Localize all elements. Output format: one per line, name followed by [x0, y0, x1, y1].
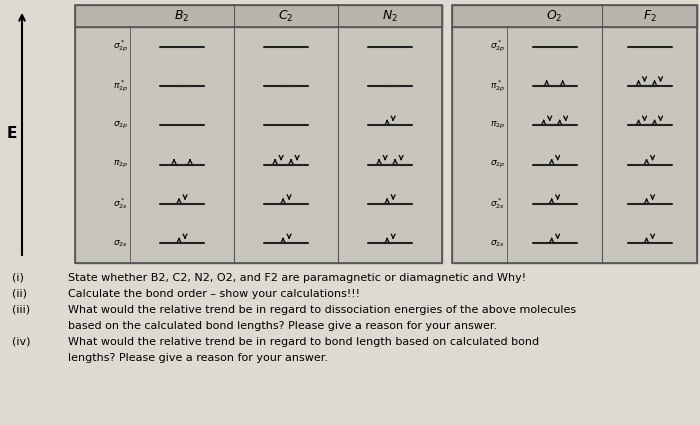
Text: $O_2$: $O_2$: [547, 8, 563, 23]
Text: (iv): (iv): [12, 337, 31, 347]
Text: $\pi_{2p}^*$: $\pi_{2p}^*$: [113, 78, 128, 94]
Text: $\sigma_{2p}^*$: $\sigma_{2p}^*$: [113, 39, 128, 54]
Text: $F_2$: $F_2$: [643, 8, 657, 23]
Text: E: E: [7, 127, 18, 142]
Text: $\pi_{2p}$: $\pi_{2p}$: [490, 120, 505, 131]
Text: State whether B2, C2, N2, O2, and F2 are paramagnetic or diamagnetic and Why!: State whether B2, C2, N2, O2, and F2 are…: [68, 273, 526, 283]
Text: $\pi_{2p}$: $\pi_{2p}$: [113, 159, 128, 170]
Text: $\pi_{2p}^*$: $\pi_{2p}^*$: [490, 78, 505, 94]
Text: (i): (i): [12, 273, 24, 283]
Bar: [75, 5, 442, 27]
Text: $\sigma_{2s}^*$: $\sigma_{2s}^*$: [113, 196, 128, 212]
Text: $\sigma_{2s}$: $\sigma_{2s}$: [490, 238, 505, 249]
Text: (iii): (iii): [12, 305, 30, 315]
Text: lengths? Please give a reason for your answer.: lengths? Please give a reason for your a…: [68, 353, 328, 363]
Bar: [452, 5, 697, 263]
Text: $\sigma_{2p}$: $\sigma_{2p}$: [113, 120, 128, 131]
Bar: [452, 5, 697, 263]
Text: $\sigma_{2s}$: $\sigma_{2s}$: [113, 238, 128, 249]
Text: $\sigma_{2p}$: $\sigma_{2p}$: [490, 159, 505, 170]
Text: What would the relative trend be in regard to dissociation energies of the above: What would the relative trend be in rega…: [68, 305, 576, 315]
Text: $\sigma_{2s}^*$: $\sigma_{2s}^*$: [490, 196, 505, 212]
Bar: [75, 5, 442, 263]
Text: What would the relative trend be in regard to bond length based on calculated bo: What would the relative trend be in rega…: [68, 337, 539, 347]
Text: Calculate the bond order – show your calculations!!!: Calculate the bond order – show your cal…: [68, 289, 360, 299]
Text: (ii): (ii): [12, 289, 27, 299]
Bar: [452, 5, 697, 27]
Text: based on the calculated bond lengths? Please give a reason for your answer.: based on the calculated bond lengths? Pl…: [68, 321, 497, 331]
Text: $C_2$: $C_2$: [279, 8, 294, 23]
Text: $B_2$: $B_2$: [174, 8, 190, 23]
Text: $\sigma_{2p}^*$: $\sigma_{2p}^*$: [490, 39, 505, 54]
Bar: [75, 5, 442, 263]
Text: $N_2$: $N_2$: [382, 8, 398, 23]
